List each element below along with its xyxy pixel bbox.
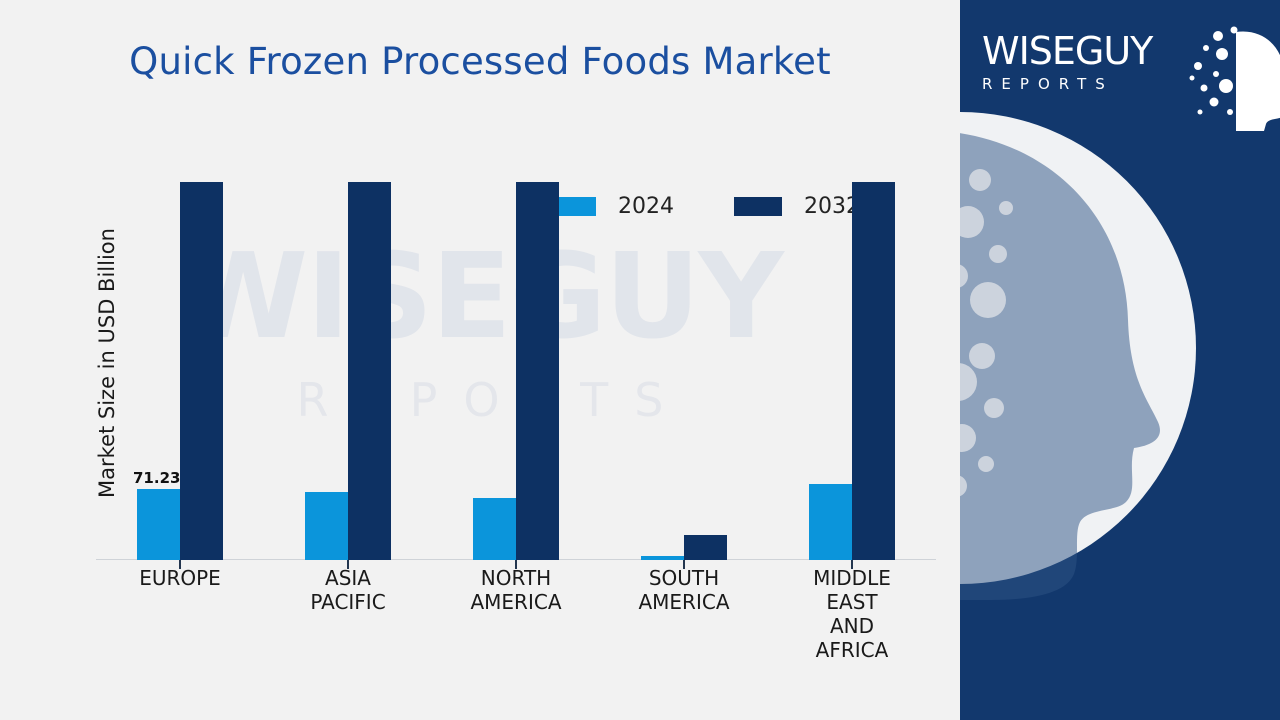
bar-group	[264, 160, 432, 569]
chart-legend: 2024 2032	[548, 194, 860, 219]
bar-2032-middle-east-and-africa[interactable]	[852, 182, 895, 560]
bar-groups: 71.23	[96, 160, 936, 569]
x-axis-label-south-america: SOUTH AMERICA	[638, 566, 730, 614]
x-axis-label-middle-east-and-africa: MIDDLE EAST AND AFRICA	[813, 566, 891, 662]
bar-pair	[641, 535, 727, 569]
chart-panel: WISEGUY REPORTS Quick Frozen Processed F…	[95, 40, 936, 662]
brand-logo: WISEGUY REPORTS	[982, 26, 1280, 131]
bar-2032-north-america[interactable]	[516, 182, 559, 560]
bar-group: 71.23	[96, 160, 264, 569]
legend-item-2024[interactable]: 2024	[548, 194, 674, 219]
dot-cluster-decoration	[960, 169, 1013, 497]
bar-pair	[809, 182, 895, 569]
bar-pair: 71.23	[133, 182, 223, 569]
bar-2024-south-america[interactable]	[641, 555, 684, 560]
bar-2024-north-america[interactable]	[473, 498, 516, 560]
bar-group	[600, 160, 768, 569]
logo-head-dots-icon	[1189, 26, 1280, 131]
plot-area: 71.23	[96, 160, 936, 569]
x-axis-tick	[179, 560, 181, 569]
bar-2032-asia-pacific[interactable]	[348, 182, 391, 560]
brand-panel: WISEGUY REPORTS	[960, 0, 1280, 720]
legend-label-2032: 2032	[804, 194, 860, 219]
head-silhouette-icon	[960, 133, 1160, 600]
x-axis-labels: EUROPE ASIA PACIFIC NORTH AMERICA SOUTH AME…	[96, 566, 936, 662]
x-axis-tick	[347, 560, 349, 569]
bar-2024-middle-east-and-africa[interactable]	[809, 484, 852, 560]
bar-group	[432, 160, 600, 569]
logo-wordmark: WISEGUY	[982, 29, 1153, 73]
bar-group	[768, 160, 936, 569]
bar-pair	[305, 182, 391, 569]
bar-2024-europe[interactable]: 71.23	[133, 469, 180, 560]
bar-2024-asia-pacific[interactable]	[305, 491, 348, 560]
bar-2032-south-america[interactable]	[684, 535, 727, 560]
legend-item-2032[interactable]: 2032	[734, 194, 860, 219]
bar-pair	[473, 182, 559, 569]
x-axis-tick	[851, 560, 853, 569]
x-axis-label-north-america: NORTH AMERICA	[470, 566, 562, 614]
bar-2032-europe[interactable]	[180, 182, 223, 560]
x-axis-label-europe: EUROPE	[139, 566, 221, 590]
x-axis-tick	[683, 560, 685, 569]
bar-value-label: 71.23	[133, 468, 181, 487]
x-axis-label-asia-pacific: ASIA PACIFIC	[310, 566, 386, 614]
legend-swatch-2024	[548, 197, 596, 216]
legend-label-2024: 2024	[618, 194, 674, 219]
x-axis-tick	[515, 560, 517, 569]
legend-swatch-2032	[734, 197, 782, 216]
logo-tagline: REPORTS	[982, 75, 1114, 93]
chart-title: Quick Frozen Processed Foods Market	[129, 40, 831, 83]
